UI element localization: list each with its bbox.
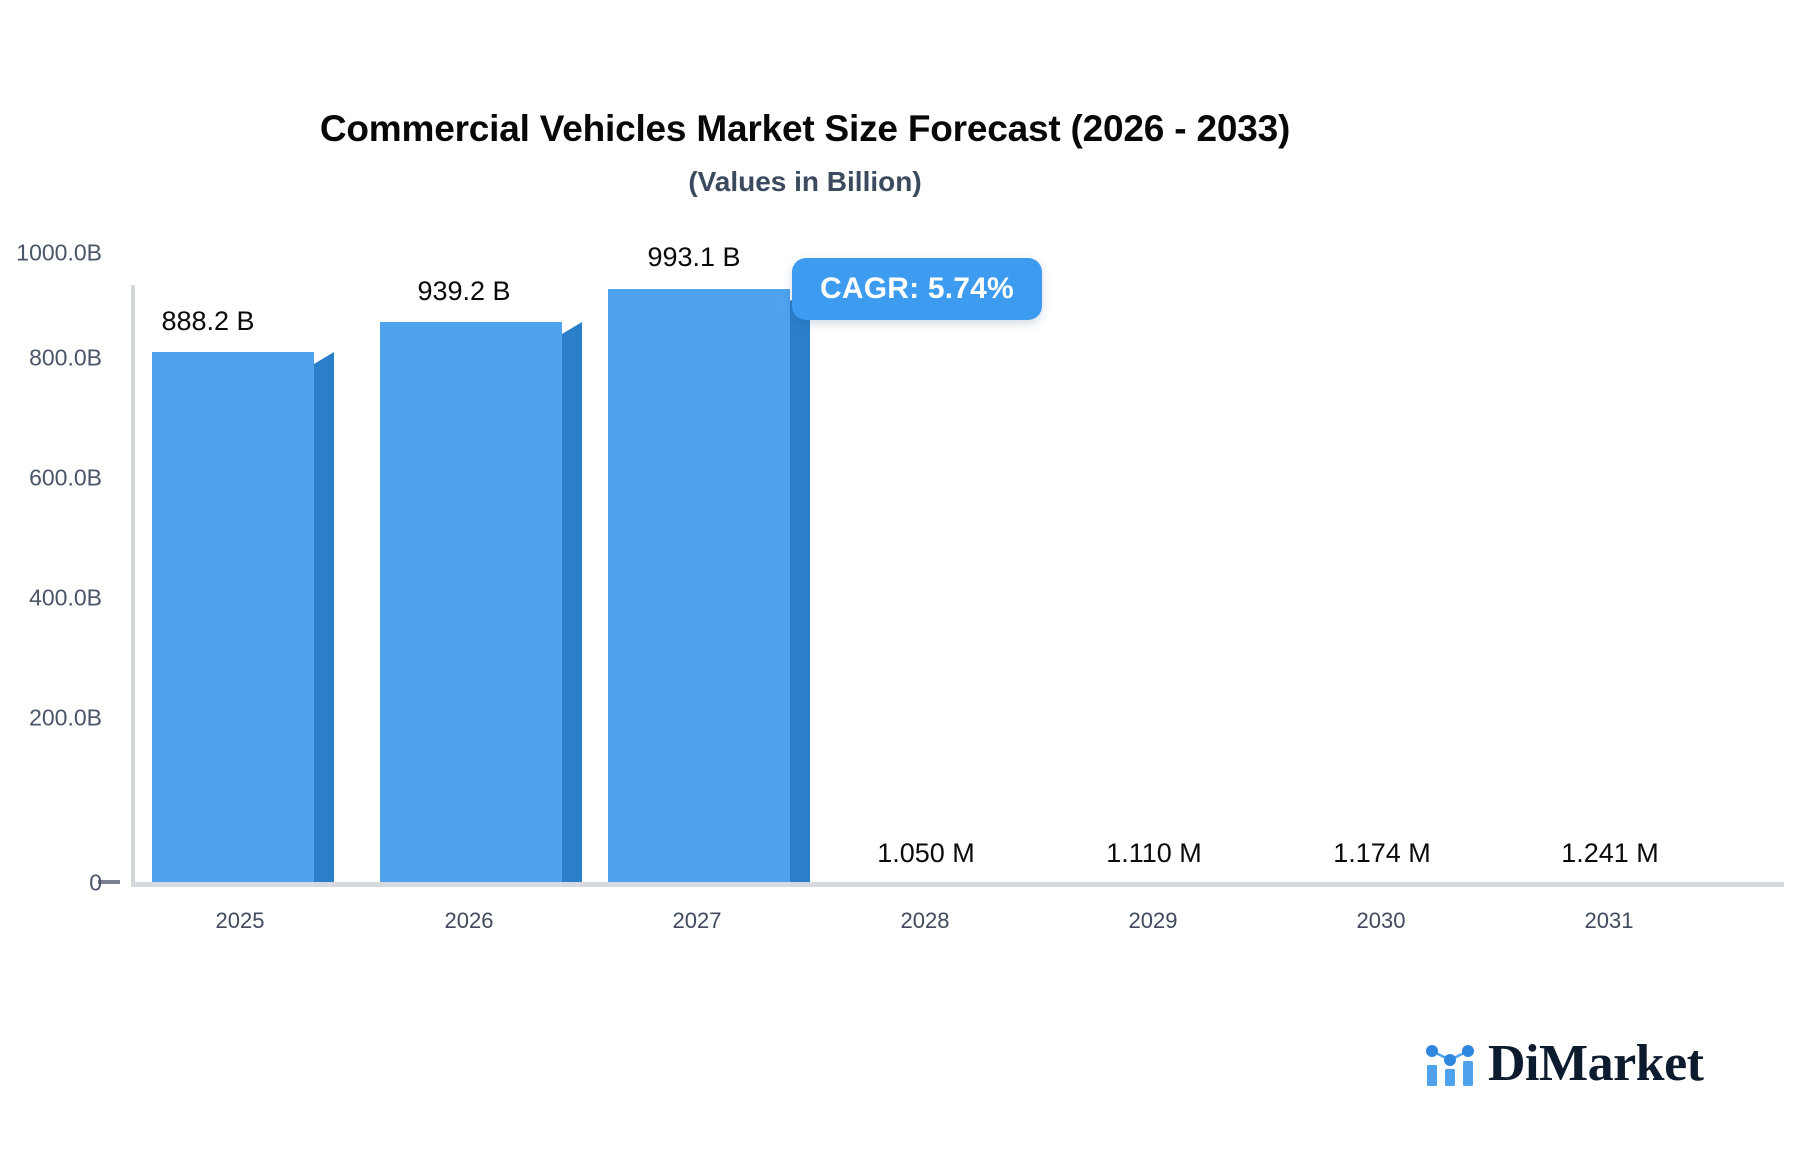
- bar-side-2026: [562, 322, 582, 882]
- bar-side-2027: [790, 289, 810, 882]
- y-tick-label-800: 800.0B: [29, 344, 102, 371]
- y-tick-label-200: 200.0B: [29, 704, 102, 731]
- y-axis-zero-tick: [98, 880, 120, 884]
- brand-logo: DiMarket: [1424, 1035, 1704, 1092]
- bar-value-2027: 993.1 B: [647, 242, 741, 272]
- bar-2028[interactable]: 1.050 M: [836, 838, 1018, 882]
- bar-value-2031: 1.241 M: [1561, 838, 1659, 868]
- x-tick-label-2025: 2025: [215, 908, 265, 933]
- x-tick-label-2031: 2031: [1584, 908, 1634, 933]
- bar-2030[interactable]: 1.174 M: [1292, 838, 1474, 882]
- x-tick-label-2030: 2030: [1356, 908, 1406, 933]
- bar-value-2028: 1.050 M: [877, 838, 975, 868]
- bar-value-2026: 939.2 B: [417, 276, 511, 306]
- bar-value-2025: 888.2 B: [161, 306, 255, 336]
- bar-2027[interactable]: 993.1 B: [608, 242, 810, 882]
- chart-subtitle: (Values in Billion): [688, 166, 922, 197]
- bar-face-2027: [608, 289, 790, 882]
- y-tick-label-600: 600.0B: [29, 464, 102, 491]
- bar-2026[interactable]: 939.2 B: [380, 276, 582, 882]
- brand-name: DiMarket: [1488, 1035, 1704, 1092]
- x-tick-label-2026: 2026: [444, 908, 494, 933]
- bar-2031[interactable]: 1.241 M: [1520, 838, 1702, 882]
- x-axis-line: [131, 882, 1784, 887]
- x-tick-label-2029: 2029: [1128, 908, 1178, 933]
- y-axis-line: [131, 285, 135, 885]
- cagr-badge[interactable]: CAGR: 5.74%: [792, 258, 1042, 320]
- y-tick-label-1000: 1000.0B: [16, 239, 102, 266]
- bar-chart-icon: [1424, 1040, 1476, 1088]
- x-tick-label-2027: 2027: [672, 908, 722, 933]
- bar-value-2030: 1.174 M: [1333, 838, 1431, 868]
- bar-face-2025: [152, 352, 314, 882]
- bar-value-2029: 1.110 M: [1106, 838, 1202, 868]
- bar-face-2026: [380, 322, 562, 882]
- bar-2025[interactable]: 888.2 B: [152, 306, 334, 882]
- y-tick-label-0: 0: [89, 869, 102, 896]
- y-tick-label-400: 400.0B: [29, 584, 102, 611]
- cagr-badge-label: CAGR: 5.74%: [820, 272, 1014, 305]
- bar-2029[interactable]: 1.110 M: [1064, 838, 1246, 882]
- page-title: Commercial Vehicles Market Size Forecast…: [319, 108, 1291, 149]
- x-tick-label-2028: 2028: [900, 908, 950, 933]
- bar-side-2025: [314, 352, 334, 882]
